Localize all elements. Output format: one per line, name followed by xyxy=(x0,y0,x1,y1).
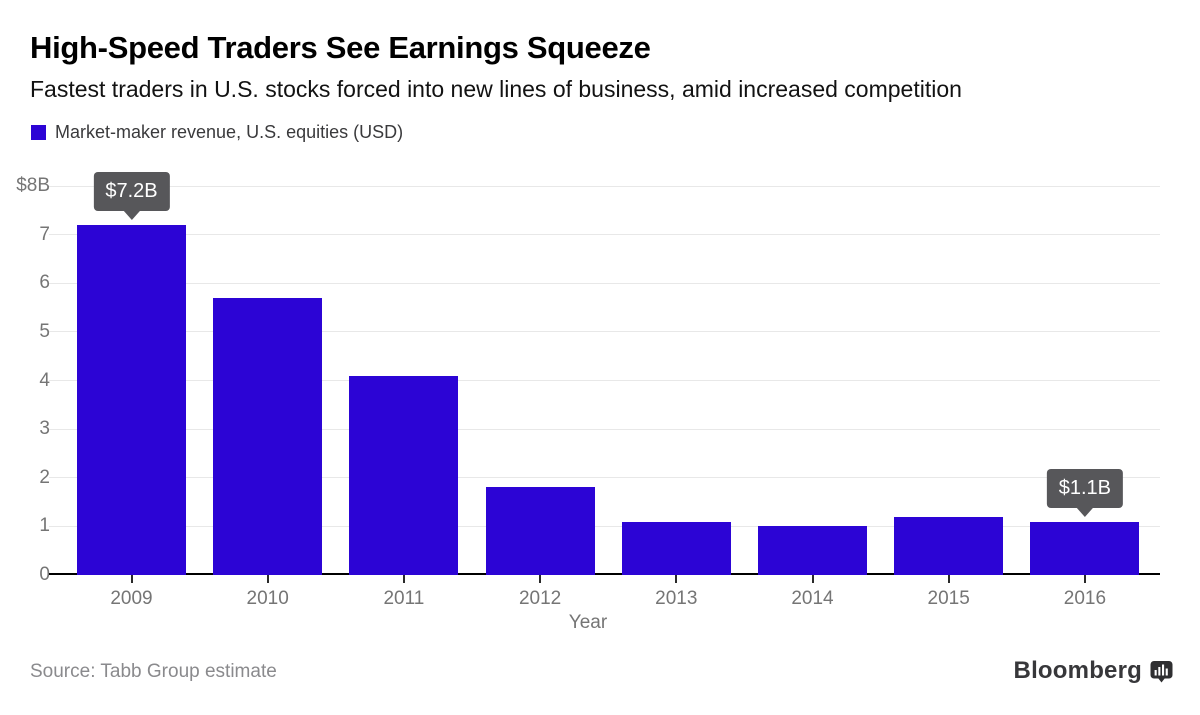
x-tick-2009 xyxy=(130,575,133,583)
x-tick-2016 xyxy=(1083,575,1086,583)
bloomberg-wordmark: Bloomberg xyxy=(1013,657,1142,684)
chart-subtitle: Fastest traders in U.S. stocks forced in… xyxy=(30,76,962,102)
bar-2012 xyxy=(485,487,595,575)
callout-$7.2B: $7.2B xyxy=(93,171,170,220)
gridline-2 xyxy=(49,477,1160,479)
x-tick-label-2012: 2012 xyxy=(518,588,562,609)
y-tick-label-5: 5 xyxy=(39,320,50,342)
gridline-7 xyxy=(49,234,1160,236)
x-tick-label-2011: 2011 xyxy=(383,588,425,609)
callout-$1.1B: $1.1B xyxy=(1046,468,1124,517)
bar-2010 xyxy=(213,297,323,575)
y-tick-label-1: 1 xyxy=(39,515,50,537)
x-tick-label-2015: 2015 xyxy=(927,588,970,609)
bloomberg-terminal-icon xyxy=(1150,660,1173,682)
bloomberg-logo: Bloomberg xyxy=(1014,657,1173,685)
x-tick-label-2013: 2013 xyxy=(655,588,698,609)
chart-title: High-Speed Traders See Earnings Squeeze xyxy=(30,30,651,65)
source-note: Source: Tabb Group estimate xyxy=(30,661,277,682)
callout-arrow xyxy=(123,210,140,220)
bar-2015 xyxy=(894,516,1004,575)
y-tick-label-7: 7 xyxy=(39,223,50,245)
x-tick-label-2009: 2009 xyxy=(110,588,153,609)
x-tick-label-2010: 2010 xyxy=(246,588,289,609)
bar-2014 xyxy=(758,526,867,575)
x-tick-2015 xyxy=(947,575,950,583)
x-tick-label-2016: 2016 xyxy=(1063,588,1107,609)
legend-swatch xyxy=(31,125,46,140)
gridline-4 xyxy=(49,380,1160,381)
x-axis-line xyxy=(49,573,1160,575)
gridline-6 xyxy=(49,282,1160,284)
gridline-3 xyxy=(49,428,1160,430)
gridline-1 xyxy=(49,525,1160,527)
callout-arrow xyxy=(1076,507,1093,517)
y-axis: 0 1 2 3 4 5 6 7 $8B xyxy=(0,175,50,585)
bar-2011 xyxy=(349,375,459,575)
x-tick-2014 xyxy=(811,575,814,583)
bar-2009 xyxy=(77,224,186,575)
y-tick-label-6: 6 xyxy=(39,272,50,294)
legend: Market-maker revenue, U.S. equities (USD… xyxy=(31,122,403,143)
plot-area: 2009 2010 2011 2012 2013 2014 2015 2016 $7.2B $1.… xyxy=(49,171,1160,609)
y-tick-label-4: 4 xyxy=(39,369,50,391)
x-axis-title: Year xyxy=(568,612,608,633)
bar-2016 xyxy=(1030,521,1140,575)
x-tick-2010 xyxy=(266,575,269,583)
x-tick-2012 xyxy=(539,575,542,583)
x-tick-label-2014: 2014 xyxy=(791,588,834,609)
gridline-5 xyxy=(49,331,1160,333)
bar-2013 xyxy=(621,521,731,575)
y-tick-label-0: 0 xyxy=(39,564,50,585)
y-tick-label-3: 3 xyxy=(39,418,50,440)
legend-label: Market-maker revenue, U.S. equities (USD… xyxy=(55,122,404,142)
gridline-8 xyxy=(49,185,1160,187)
y-tick-label-$8B: $8B xyxy=(16,175,50,196)
x-tick-2013 xyxy=(675,575,678,583)
x-tick-2011 xyxy=(402,575,405,583)
y-tick-label-2: 2 xyxy=(39,466,50,488)
